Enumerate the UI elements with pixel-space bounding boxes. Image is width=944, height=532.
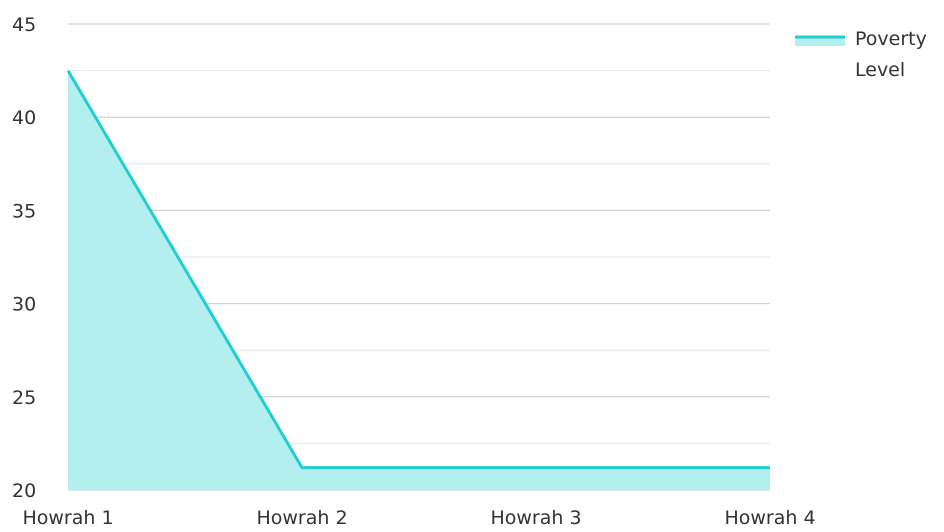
legend-label-line-2: Level	[855, 59, 905, 81]
series-area-layer	[68, 70, 770, 490]
y-tick-label: 25	[12, 387, 36, 409]
x-tick-label: Howrah 1	[22, 507, 113, 529]
y-tick-label: 35	[12, 200, 36, 222]
y-tick-label: 30	[12, 294, 36, 316]
series-line-layer	[66, 69, 770, 470]
x-tick-label: Howrah 4	[724, 507, 815, 529]
y-tick-label: 20	[12, 480, 36, 502]
x-axis-tick-labels: Howrah 1 Howrah 2 Howrah 3 Howrah 4	[22, 507, 815, 529]
y-tick-label: 40	[12, 107, 36, 129]
x-tick-label: Howrah 2	[256, 507, 347, 529]
y-axis-tick-labels: 20 25 30 35 40 45	[12, 14, 36, 502]
legend-swatch-fill	[795, 38, 845, 46]
series-area-fill	[68, 70, 770, 490]
x-tick-label: Howrah 3	[490, 507, 581, 529]
y-tick-label: 45	[12, 14, 36, 36]
series-line	[66, 69, 770, 470]
legend-label-line-1: Poverty	[855, 28, 927, 50]
legend: Poverty Level	[795, 28, 927, 81]
